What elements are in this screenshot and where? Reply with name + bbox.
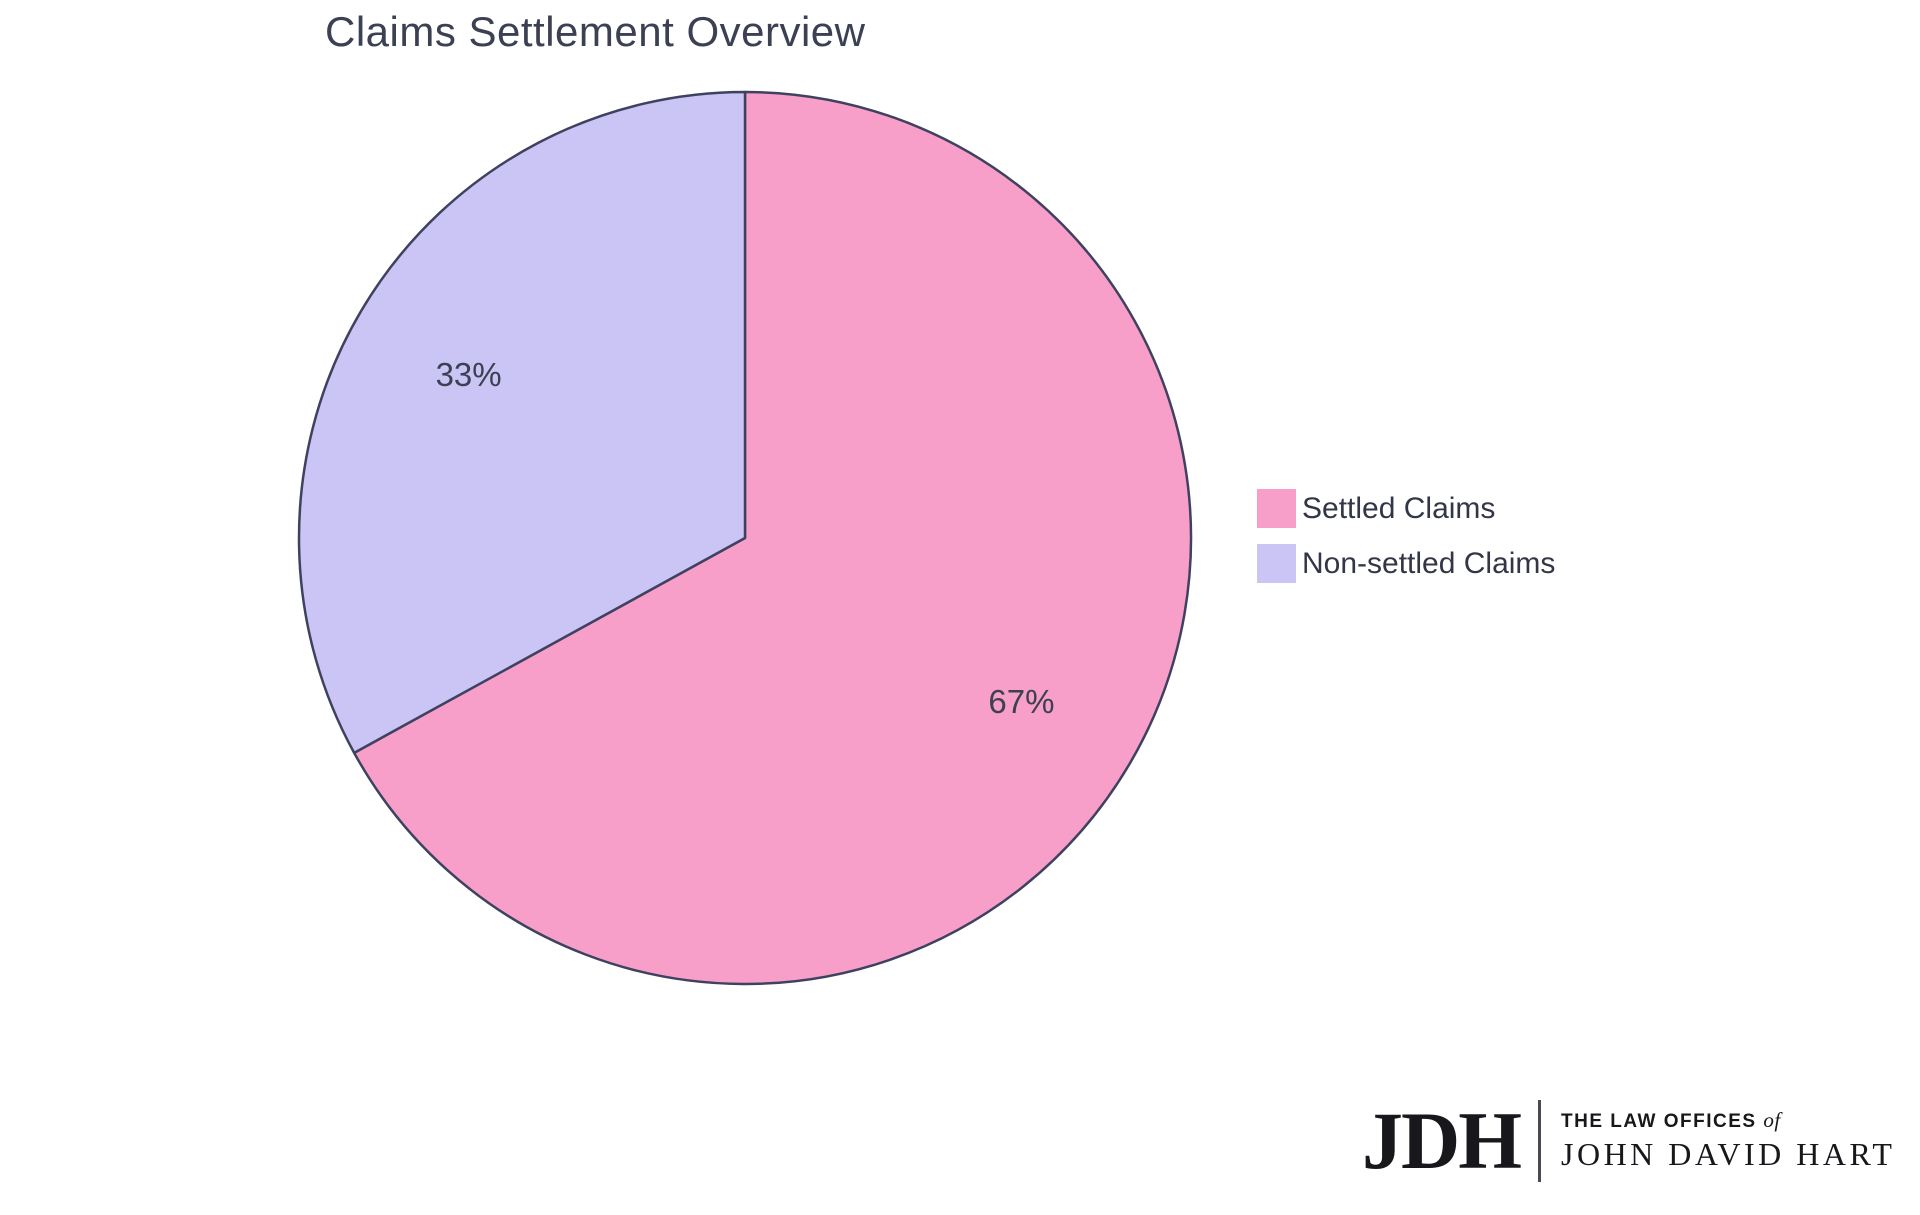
legend: Settled Claims Non-settled Claims xyxy=(1257,489,1555,599)
legend-swatch-settled xyxy=(1257,489,1296,528)
pie-chart: 67% 33% xyxy=(297,90,1193,986)
slice-label-1: 33% xyxy=(436,356,502,393)
legend-swatch-non-settled xyxy=(1257,544,1296,583)
legend-label-settled: Settled Claims xyxy=(1302,491,1496,525)
pie-slice-1 xyxy=(297,90,747,755)
brand-tagline-prefix: THE LAW OFFICES xyxy=(1561,1111,1757,1133)
legend-item-settled: Settled Claims xyxy=(1257,489,1555,528)
brand-divider xyxy=(1538,1100,1541,1182)
brand-logo: JDH THE LAW OFFICES of JOHN DAVID HART xyxy=(1362,1100,1895,1182)
pie-slice-0 xyxy=(352,90,1193,986)
brand-monogram: JDH xyxy=(1362,1095,1522,1186)
legend-label-non-settled: Non-settled Claims xyxy=(1302,546,1556,580)
slice-label-0: 67% xyxy=(988,683,1054,720)
brand-name: JOHN DAVID HART xyxy=(1561,1135,1896,1172)
brand-text: THE LAW OFFICES of JOHN DAVID HART xyxy=(1561,1108,1895,1174)
chart-title: Claims Settlement Overview xyxy=(325,8,866,55)
brand-tagline-of: of xyxy=(1763,1108,1781,1133)
brand-tagline: THE LAW OFFICES of xyxy=(1561,1108,1895,1134)
legend-item-non-settled: Non-settled Claims xyxy=(1257,544,1555,583)
